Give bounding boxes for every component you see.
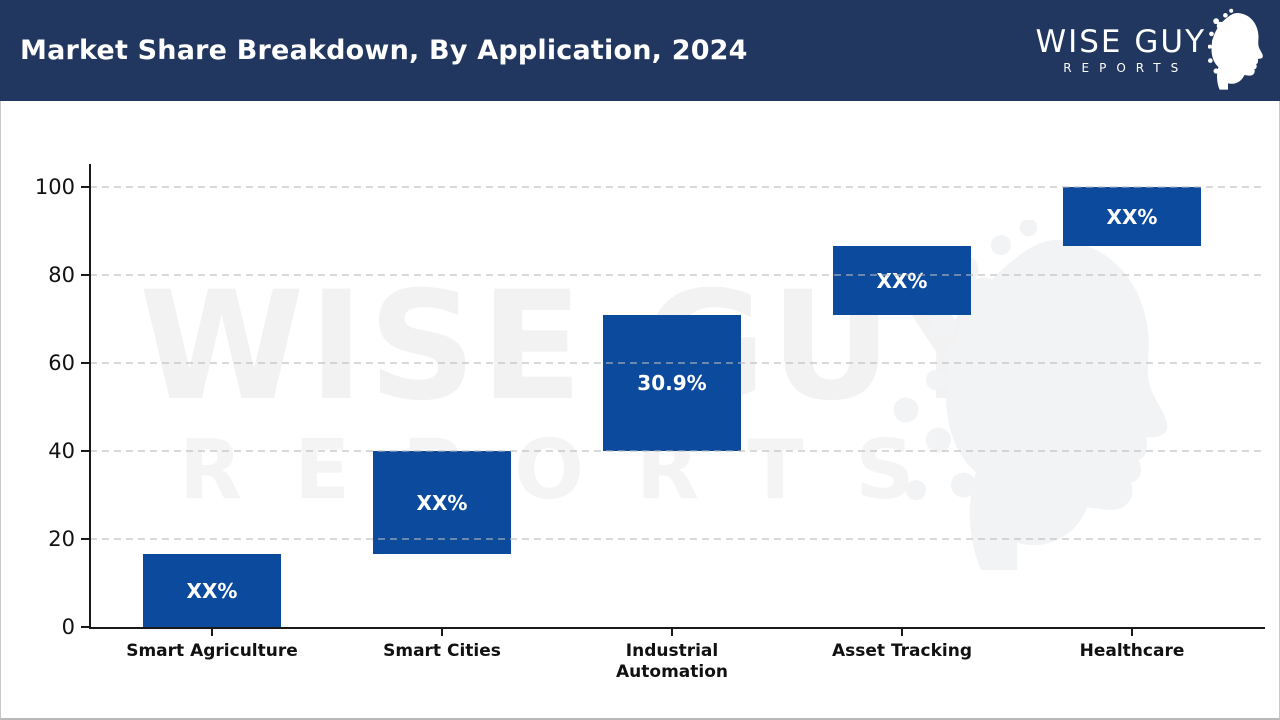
x-axis-category-label: Asset Tracking bbox=[831, 641, 973, 661]
bar-value-label: XX% bbox=[1106, 204, 1158, 229]
logo-wordmark: WISE GUY bbox=[1035, 24, 1206, 60]
y-axis-tick-label: 40 bbox=[48, 439, 75, 463]
bar-healthcare: XX% bbox=[1063, 187, 1201, 247]
page-title: Market Share Breakdown, By Application, … bbox=[20, 35, 748, 66]
y-axis-tickmark bbox=[81, 362, 89, 364]
x-axis-tickmark bbox=[441, 629, 443, 636]
watermark-head-icon bbox=[861, 218, 1251, 574]
gridline-y20 bbox=[90, 538, 1265, 540]
x-axis-category-label: Healthcare bbox=[1079, 641, 1185, 661]
x-axis-category-label: Smart Agriculture bbox=[126, 641, 298, 661]
bar-value-label: XX% bbox=[186, 578, 238, 603]
y-axis-tick-label: 20 bbox=[48, 527, 75, 551]
gridline-y80 bbox=[90, 274, 1265, 276]
chart-area: WISE GUY REPORTS 0 20 40 60 80 100 XX% Smart Ag… bbox=[0, 101, 1280, 720]
x-axis-tickmark bbox=[671, 629, 673, 636]
bar-value-label: XX% bbox=[876, 268, 928, 293]
logo-text: WISE GUY REPORTS bbox=[1035, 26, 1206, 75]
x-axis-tickmark bbox=[901, 629, 903, 636]
wise-guy-logo: WISE GUY REPORTS bbox=[1035, 8, 1266, 94]
bar-smart-cities: XX% bbox=[373, 451, 511, 555]
gridline-y40 bbox=[90, 450, 1265, 452]
y-axis-tickmark bbox=[81, 274, 89, 276]
logo-head-icon bbox=[1207, 8, 1266, 94]
y-axis-tick-label: 0 bbox=[61, 615, 75, 639]
y-axis-tick-label: 60 bbox=[48, 351, 75, 375]
bar-industrial-automation: 30.9% bbox=[603, 315, 741, 451]
y-axis-tickmark bbox=[81, 186, 89, 188]
y-axis-line bbox=[89, 164, 91, 629]
bar-value-label: XX% bbox=[416, 490, 468, 515]
watermark-subtitle: REPORTS bbox=[179, 423, 967, 518]
gridline-y60 bbox=[90, 362, 1265, 364]
x-axis-category-label: Smart Cities bbox=[383, 641, 501, 661]
logo-subtitle: REPORTS bbox=[1063, 61, 1189, 75]
y-axis-tickmark bbox=[81, 450, 89, 452]
y-axis-tickmark bbox=[81, 538, 89, 540]
x-axis-tickmark bbox=[211, 629, 213, 636]
bar-smart-agriculture: XX% bbox=[143, 554, 281, 627]
bar-value-label: 30.9% bbox=[637, 371, 707, 395]
y-axis-tickmark bbox=[81, 626, 89, 628]
x-axis-line bbox=[89, 627, 1265, 629]
gridline-y100 bbox=[90, 186, 1265, 188]
bar-asset-tracking: XX% bbox=[833, 246, 971, 316]
x-axis-category-label: Industrial Automation bbox=[616, 641, 728, 682]
header-bar: Market Share Breakdown, By Application, … bbox=[0, 0, 1280, 101]
x-axis-tickmark bbox=[1131, 629, 1133, 636]
y-axis-tick-label: 80 bbox=[48, 263, 75, 287]
y-axis-tick-label: 100 bbox=[34, 175, 75, 199]
